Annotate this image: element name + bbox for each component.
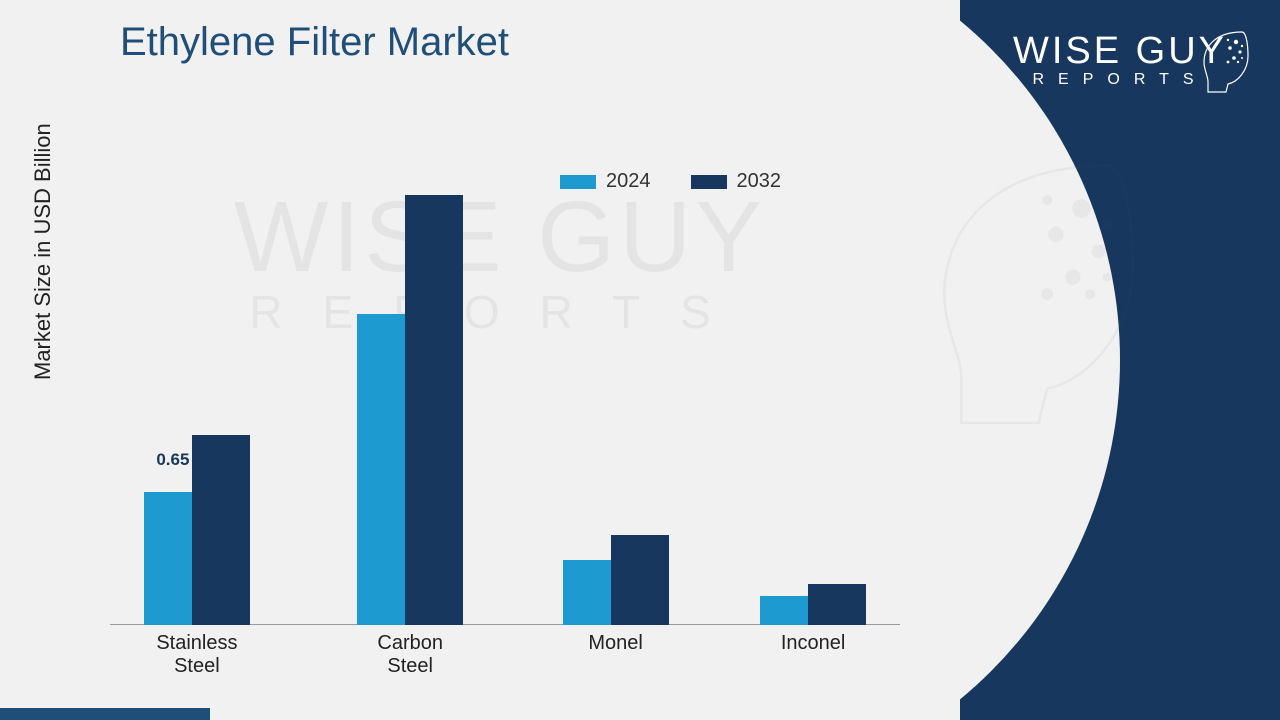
plot-area: 0.65 (110, 175, 900, 625)
x-axis-category-label: StainlessSteel (142, 632, 252, 678)
bar (808, 584, 866, 625)
footer-accent-bar (0, 708, 210, 720)
bar (611, 535, 669, 625)
bar-group (357, 175, 463, 625)
logo-head-icon (1194, 26, 1254, 96)
x-axis-category-label: Inconel (758, 632, 868, 655)
bar-group: 0.65 (144, 175, 250, 625)
bar-group (760, 175, 866, 625)
bar-group (563, 175, 669, 625)
x-axis-labels: StainlessSteel CarbonSteel Monel Inconel (110, 632, 900, 692)
bar-value-label: 0.65 (156, 450, 189, 470)
bar (192, 435, 250, 625)
chart-title: Ethylene Filter Market (120, 20, 509, 65)
watermark-head-icon (900, 140, 1160, 440)
y-axis-label: Market Size in USD Billion (30, 123, 56, 380)
x-axis-category-label: Monel (561, 632, 671, 655)
bar (405, 195, 463, 625)
x-axis-category-label: CarbonSteel (355, 632, 465, 678)
chart-stage: WISE GUY REPORTS WISE GUY REPORTS Ethyle… (0, 0, 1280, 720)
wiseguy-logo: WISE GUY REPORTS (990, 30, 1250, 89)
